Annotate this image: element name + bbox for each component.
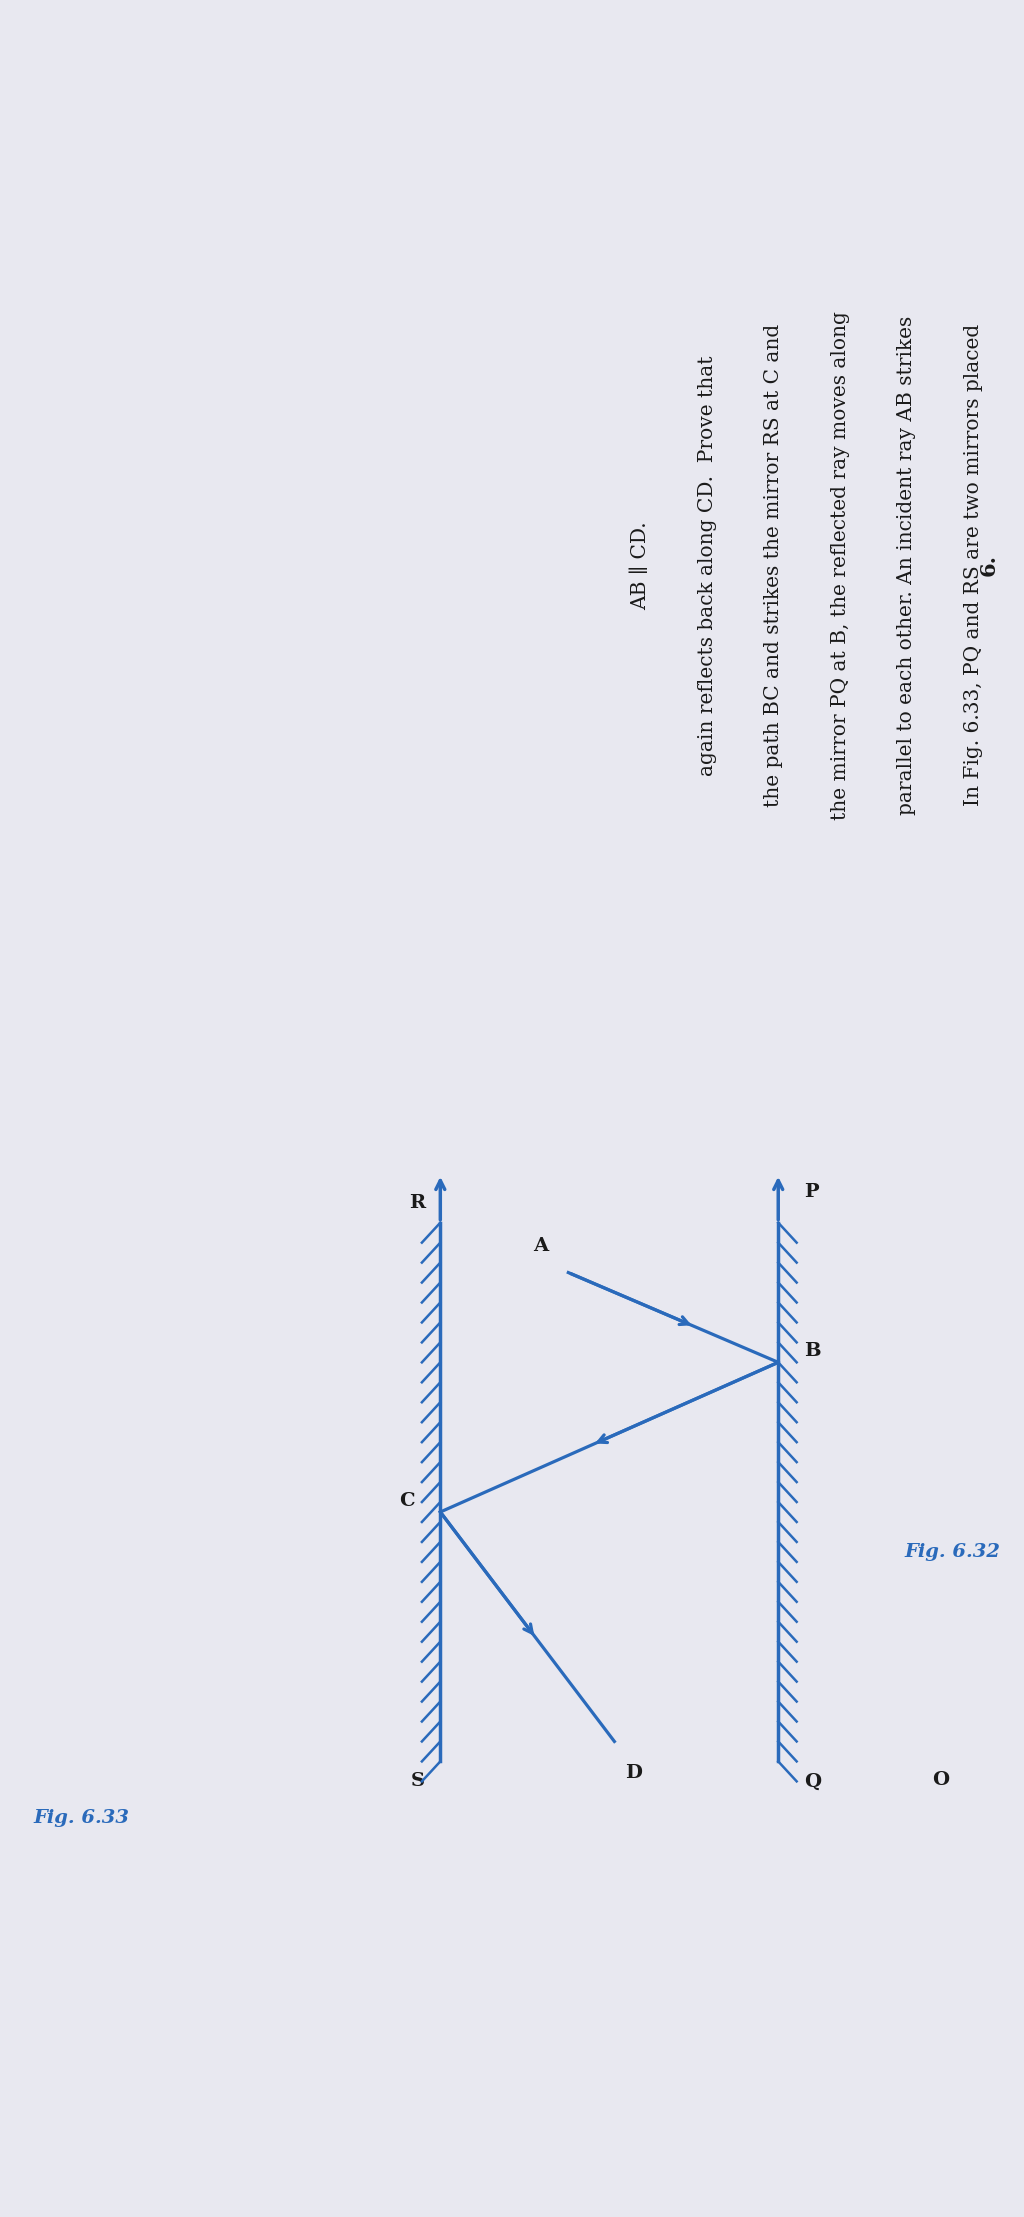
Text: the path BC and strikes the mirror RS at C and: the path BC and strikes the mirror RS at…	[764, 324, 783, 807]
Text: the mirror PQ at B, the reflected ray moves along: the mirror PQ at B, the reflected ray mo…	[830, 310, 850, 820]
Text: D: D	[625, 1765, 642, 1782]
Text: Q: Q	[804, 1774, 821, 1791]
Text: Fig. 6.32: Fig. 6.32	[904, 1543, 1000, 1561]
Text: S: S	[411, 1774, 425, 1791]
Text: A: A	[532, 1237, 548, 1255]
Text: C: C	[399, 1492, 415, 1510]
Text: again reflects back along CD.  Prove that: again reflects back along CD. Prove that	[697, 355, 717, 776]
Text: 6.: 6.	[978, 554, 998, 576]
Text: Fig. 6.33: Fig. 6.33	[34, 1809, 130, 1827]
Text: B: B	[804, 1341, 820, 1361]
Text: AB ∥ CD.: AB ∥ CD.	[631, 521, 650, 610]
Text: In Fig. 6.33, PQ and RS are two mirrors placed: In Fig. 6.33, PQ and RS are two mirrors …	[964, 324, 983, 807]
Text: parallel to each other. An incident ray AB strikes: parallel to each other. An incident ray …	[897, 315, 916, 816]
Text: P: P	[804, 1182, 818, 1202]
Text: O: O	[932, 1771, 949, 1789]
Text: R: R	[409, 1193, 425, 1210]
